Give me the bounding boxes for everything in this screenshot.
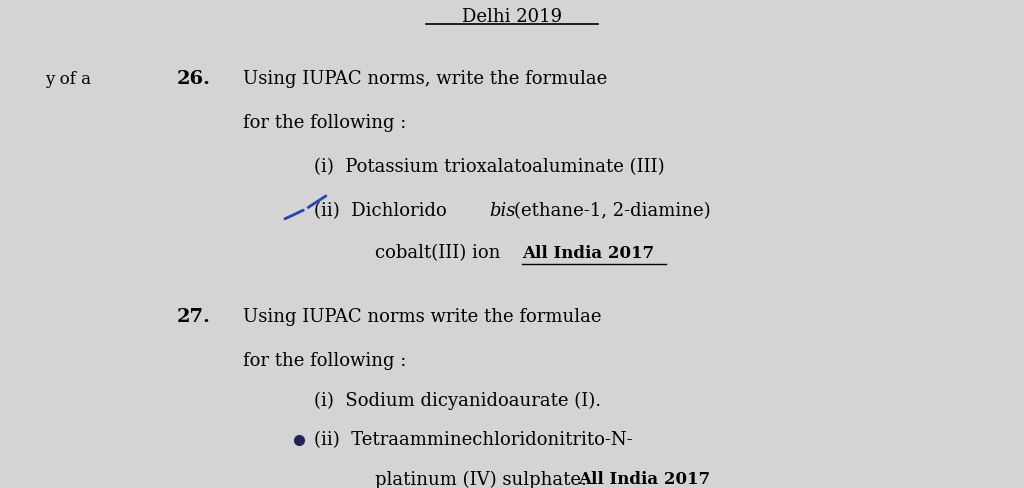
Text: (i)  Potassium trioxalatoaluminate (III): (i) Potassium trioxalatoaluminate (III)	[314, 158, 665, 176]
Text: 27.: 27.	[177, 308, 211, 326]
Text: All India 2017: All India 2017	[578, 471, 710, 488]
Text: Delhi 2019: Delhi 2019	[462, 8, 562, 26]
Text: Using IUPAC norms, write the formulae: Using IUPAC norms, write the formulae	[243, 70, 607, 88]
Text: (ethane-1, 2-diamine): (ethane-1, 2-diamine)	[514, 202, 711, 220]
Text: y of a: y of a	[45, 71, 91, 87]
Text: (ii)  Dichlorido: (ii) Dichlorido	[314, 202, 446, 220]
Text: bis: bis	[489, 202, 516, 220]
Text: for the following :: for the following :	[243, 352, 407, 370]
Text: cobalt(III) ion: cobalt(III) ion	[375, 244, 501, 262]
Text: All India 2017: All India 2017	[522, 244, 654, 262]
Text: (i)  Sodium dicyanidoaurate (I).: (i) Sodium dicyanidoaurate (I).	[314, 391, 601, 410]
Text: 26.: 26.	[177, 70, 211, 88]
Text: for the following :: for the following :	[243, 114, 407, 132]
Text: (ii)  Tetraamminechloridonitrito-N-: (ii) Tetraamminechloridonitrito-N-	[314, 431, 633, 449]
Text: platinum (IV) sulphate.: platinum (IV) sulphate.	[375, 471, 587, 488]
Text: Using IUPAC norms write the formulae: Using IUPAC norms write the formulae	[243, 308, 601, 326]
